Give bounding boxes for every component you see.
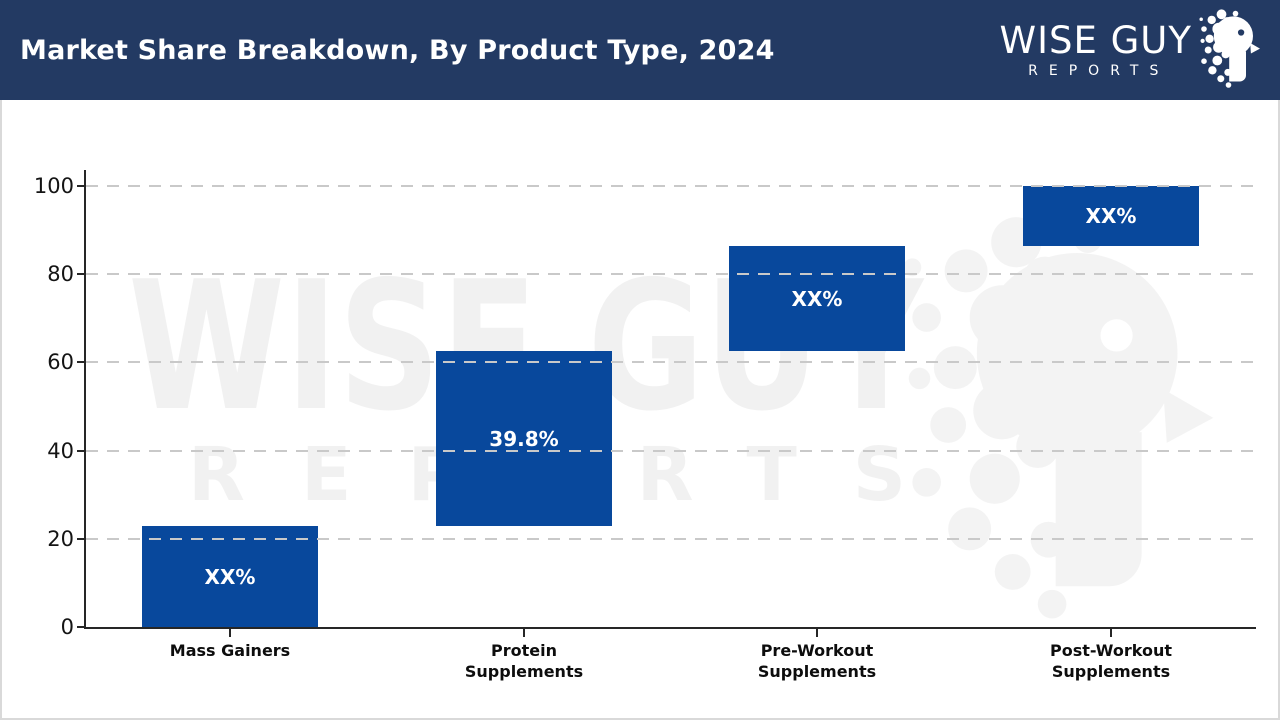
- y-tick-label: 100: [33, 174, 74, 198]
- y-axis-tick: [77, 537, 86, 540]
- y-axis-tick: [77, 273, 86, 276]
- x-axis-tick: [523, 629, 525, 637]
- y-axis-tick: [77, 449, 86, 452]
- brand-logo-text: WISE GUY REPORTS: [1000, 22, 1192, 79]
- x-category-label: Post-Workout Supplements: [1049, 641, 1172, 681]
- bar-value-label: 39.8%: [489, 426, 559, 451]
- y-axis-line: [84, 170, 86, 629]
- page-border-right: [1278, 100, 1280, 720]
- page-title: Market Share Breakdown, By Product Type,…: [20, 34, 775, 66]
- bar-segment: [142, 526, 318, 627]
- x-category-label: Protein Supplements: [464, 641, 584, 681]
- y-gridline: [86, 537, 1255, 540]
- bar-value-label: XX%: [204, 564, 256, 589]
- brand-subname: REPORTS: [1028, 62, 1170, 79]
- bar-segment: [1023, 186, 1199, 247]
- y-tick-label: 20: [47, 526, 74, 551]
- y-tick-label: 40: [47, 438, 74, 463]
- x-category-label: Pre-Workout Supplements: [757, 641, 877, 681]
- brand-head-dots-icon: [1199, 9, 1260, 88]
- x-category-label: Mass Gainers: [169, 641, 291, 660]
- page-border-bottom: [0, 718, 1280, 720]
- x-axis-line: [84, 627, 1256, 629]
- watermark-head-dots-graphic: [903, 217, 1214, 619]
- header-bar: Market Share Breakdown, By Product Type,…: [0, 0, 1280, 100]
- y-axis-tick: [77, 361, 86, 364]
- bar-value-label: XX%: [791, 286, 843, 311]
- brand-logo: WISE GUY REPORTS: [1000, 8, 1268, 92]
- bar-segment: [729, 246, 905, 351]
- y-gridline: [86, 449, 1255, 452]
- y-gridline: [86, 185, 1255, 187]
- x-axis-tick: [816, 629, 818, 637]
- y-tick-label: 0: [60, 615, 74, 639]
- y-axis-tick: [77, 626, 86, 628]
- brand-name: WISE GUY: [999, 18, 1192, 62]
- y-gridline: [86, 361, 1255, 364]
- y-gridline: [86, 273, 1255, 276]
- y-tick-label: 80: [47, 262, 74, 287]
- x-axis-tick: [1110, 629, 1112, 637]
- page-border-left: [0, 100, 2, 720]
- y-axis-tick: [77, 185, 86, 187]
- bar-segment: [436, 350, 612, 527]
- y-tick-label: 60: [47, 350, 74, 375]
- x-axis-tick: [229, 629, 231, 637]
- bar-value-label: XX%: [1085, 204, 1137, 229]
